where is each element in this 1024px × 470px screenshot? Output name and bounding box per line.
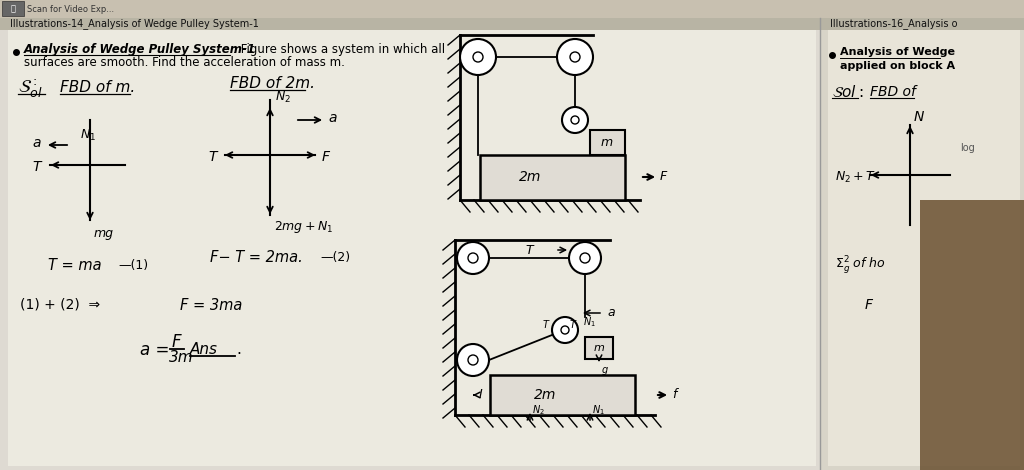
Text: Analysis of Wedge: Analysis of Wedge — [840, 47, 955, 57]
Bar — [480, 155, 625, 200]
Text: Illustrations-16_Analysis o: Illustrations-16_Analysis o — [830, 18, 957, 30]
Text: a: a — [32, 136, 41, 150]
Circle shape — [468, 355, 478, 365]
Text: T: T — [525, 243, 532, 257]
Text: m: m — [594, 343, 604, 353]
Text: a =: a = — [140, 341, 175, 359]
Bar — [0, 0, 1024, 18]
Text: —(1): —(1) — [118, 258, 148, 272]
Text: —(2): —(2) — [319, 251, 350, 265]
Text: T: T — [208, 150, 216, 164]
Text: Analysis of Wedge Pulley System-1: Analysis of Wedge Pulley System-1 — [24, 44, 256, 56]
Circle shape — [552, 317, 578, 343]
Bar — [490, 375, 635, 415]
Bar — [585, 337, 613, 359]
Text: log: log — [961, 143, 975, 153]
Text: $\mathcal{S}_{ol}^{:}$: $\mathcal{S}_{ol}^{:}$ — [18, 77, 43, 100]
Circle shape — [460, 39, 496, 75]
Circle shape — [557, 39, 593, 75]
Circle shape — [473, 52, 483, 62]
Text: $\mathcal{S}ol:$: $\mathcal{S}ol:$ — [831, 84, 863, 100]
Text: I: I — [479, 389, 482, 401]
Text: a: a — [328, 111, 337, 125]
Circle shape — [569, 242, 601, 274]
Text: T: T — [570, 320, 575, 330]
Bar — [0, 18, 820, 470]
Text: applied on block A: applied on block A — [840, 61, 955, 71]
Text: FBD of: FBD of — [870, 85, 915, 99]
Bar — [820, 18, 1024, 470]
Text: 2m: 2m — [519, 170, 542, 184]
Circle shape — [457, 242, 489, 274]
Text: 回: 回 — [10, 5, 15, 14]
Circle shape — [457, 344, 489, 376]
Text: F: F — [322, 150, 330, 164]
Bar — [2, 1, 24, 16]
Text: T = ma: T = ma — [48, 258, 101, 273]
Circle shape — [571, 116, 579, 124]
Text: (1) + (2)  ⇒: (1) + (2) ⇒ — [20, 298, 100, 312]
Text: .: . — [236, 343, 241, 358]
Text: Illustrations-14_Analysis of Wedge Pulley System-1: Illustrations-14_Analysis of Wedge Pulle… — [10, 18, 259, 30]
Text: F− T = 2ma.: F− T = 2ma. — [210, 251, 303, 266]
Text: $N_2+T$: $N_2+T$ — [835, 170, 877, 185]
Text: T: T — [543, 320, 549, 330]
Text: $N_1$: $N_1$ — [583, 315, 596, 329]
Bar — [820, 18, 1024, 30]
Text: F = 3ma: F = 3ma — [180, 298, 243, 313]
Text: a: a — [607, 306, 614, 320]
Text: FBD of 2m.: FBD of 2m. — [230, 76, 315, 91]
Text: F: F — [865, 298, 873, 312]
Text: FBD of m.: FBD of m. — [60, 79, 135, 94]
Bar — [8, 28, 816, 466]
Text: N: N — [914, 110, 925, 124]
Text: f: f — [672, 389, 677, 401]
Circle shape — [561, 326, 569, 334]
Text: $2mg+N_1$: $2mg+N_1$ — [274, 219, 333, 235]
Text: : Figure shows a system in which all: : Figure shows a system in which all — [233, 44, 445, 56]
Circle shape — [570, 52, 580, 62]
Text: m: m — [601, 135, 613, 149]
Text: $N_1$: $N_1$ — [80, 127, 96, 142]
Bar — [590, 130, 625, 155]
Bar — [0, 18, 820, 30]
Text: g: g — [602, 365, 608, 375]
Text: $N_1$: $N_1$ — [592, 403, 605, 417]
Text: $N_2$: $N_2$ — [275, 89, 291, 104]
Text: mg: mg — [94, 227, 114, 240]
Text: $\Sigma_g^2$ of ho: $\Sigma_g^2$ of ho — [835, 254, 886, 276]
Text: $N_2$: $N_2$ — [532, 403, 545, 417]
Text: 2m: 2m — [534, 388, 556, 402]
Text: Ans: Ans — [190, 343, 218, 358]
Circle shape — [580, 253, 590, 263]
Text: F: F — [172, 333, 181, 351]
Text: T: T — [32, 160, 41, 174]
Text: Scan for Video Exp...: Scan for Video Exp... — [27, 5, 114, 14]
Circle shape — [562, 107, 588, 133]
Text: surfaces are smooth. Find the acceleration of mass m.: surfaces are smooth. Find the accelerati… — [24, 56, 345, 70]
Bar — [920, 200, 1024, 470]
Text: F: F — [660, 171, 668, 183]
Text: 3m: 3m — [169, 350, 194, 365]
Circle shape — [468, 253, 478, 263]
Bar — [828, 28, 1020, 466]
